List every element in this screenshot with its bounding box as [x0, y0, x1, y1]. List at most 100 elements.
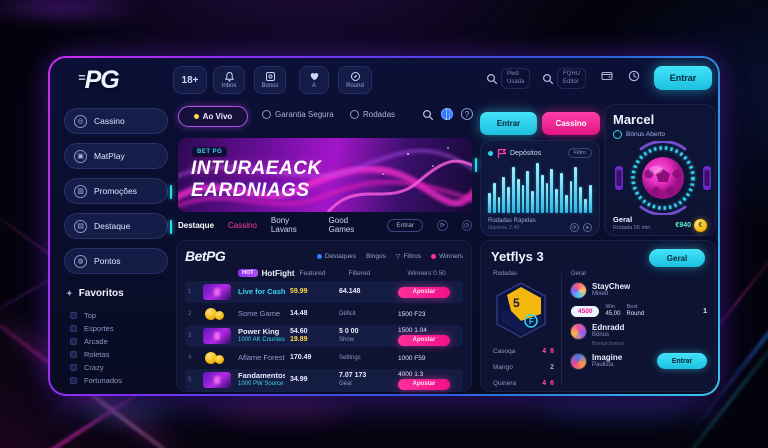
value-winners: 4000 1.3 — [398, 370, 424, 378]
favorites-item[interactable]: Crazy — [70, 363, 104, 372]
share-icon[interactable]: ➤ — [583, 223, 592, 232]
favorites-item[interactable]: Arcade — [70, 337, 108, 346]
favorites-item[interactable]: Top — [70, 311, 96, 320]
table-row[interactable]: 2 Some Game 14.48 Déficit 1500 F23 — [185, 303, 463, 325]
eq-bar — [488, 193, 491, 213]
app-window-inner: =PG 18+ Inbox Bonus A Round Pwd Usada FQH… — [50, 58, 718, 394]
leaderboard-entry[interactable]: Imagine Paulista Entrar — [571, 353, 707, 369]
leaderboard-entry[interactable]: StayChew Mixed — [571, 282, 707, 298]
game-icon — [70, 338, 77, 345]
eq-bar — [511, 167, 515, 213]
window-reflection — [48, 399, 720, 441]
value-winners: 1500 1.04 — [398, 326, 427, 334]
chart-filter-pill[interactable]: Filtro — [567, 148, 592, 158]
geral-button[interactable]: Geral — [649, 249, 705, 267]
chart-label: Depósitos — [510, 149, 542, 157]
game-subtitle: 1000 AK Countess — [238, 337, 285, 343]
eq-bar — [545, 183, 549, 213]
subnav-item-destaque[interactable]: Destaque — [178, 220, 215, 230]
subnav-enter-pill[interactable]: Entrar — [387, 218, 424, 232]
eq-bar — [564, 195, 568, 213]
eq-bar — [583, 199, 587, 213]
entrar-small-button[interactable]: Entrar — [657, 353, 707, 369]
filter-destaques[interactable]: Destaques — [316, 253, 356, 260]
value-filtered-b: Show — [339, 337, 355, 343]
subnav-item-bony[interactable]: Bony Lavans — [270, 216, 297, 234]
filter-bingos[interactable]: Bingos — [365, 252, 386, 260]
refresh-icon[interactable]: ⟳ — [437, 219, 448, 231]
value-winners: 1500 F23 — [398, 310, 426, 318]
refresh-icon[interactable]: ⟳ — [570, 223, 579, 232]
sidebar-item-destaque[interactable]: ▤ Destaque — [64, 213, 172, 239]
nav-button-rounds[interactable]: Round — [338, 66, 372, 94]
tab-rodadas[interactable]: Rodadas — [350, 110, 395, 119]
subnav-item-goodgames[interactable]: Good Games — [328, 216, 355, 234]
sidebar-item-cassino[interactable]: ◎ Cassino — [64, 108, 168, 134]
table-row[interactable]: 1 Live for Cash Power 59.99 64.148 Apost… — [185, 281, 463, 303]
search-field-2-text: FQHU Editor — [557, 68, 586, 89]
favorites-item[interactable]: Esportes — [70, 324, 114, 333]
tab-ao-vivo[interactable]: Ao Vivo — [178, 106, 248, 127]
avatar — [571, 353, 586, 369]
eq-bar — [550, 169, 554, 213]
nav-button-inbox[interactable]: Inbox — [213, 66, 245, 94]
score-pill[interactable]: 4500 — [571, 305, 600, 317]
subnav-item-cassino[interactable]: Cassino — [228, 220, 257, 230]
favorites-item[interactable]: Roletas — [70, 350, 109, 359]
clock-icon[interactable] — [628, 70, 640, 82]
nav-button-bonus[interactable]: Bonus — [254, 66, 286, 94]
table-row[interactable]: 5 Fandamentos Jogares 1000 PW Source 34.… — [185, 369, 463, 391]
promo-banner[interactable]: BET PG INTURAEACK EARDNIAGS — [178, 138, 472, 212]
table-title: BetPG — [185, 248, 226, 264]
sidebar-item-pontos[interactable]: ◍ Pontos — [64, 248, 168, 274]
value-filtered: Settings — [339, 355, 361, 361]
bet-button[interactable]: Apostar — [398, 378, 450, 390]
history-icon[interactable]: ◷ — [461, 219, 473, 231]
bet-button[interactable]: Apostar — [398, 334, 450, 346]
bet-button[interactable]: Apostar — [398, 286, 450, 298]
game-icon — [70, 325, 77, 332]
globe-icon[interactable] — [441, 108, 453, 120]
neon-wave-graphic — [178, 147, 472, 212]
eq-bar — [502, 177, 506, 213]
entrar-button[interactable]: Entrar — [480, 112, 537, 135]
table-row[interactable]: 4 Aflame Forest 170.49 Settings 1000 F59 — [185, 347, 463, 369]
avatar — [571, 323, 586, 339]
coin-icon: ◍ — [74, 254, 87, 268]
eq-bar — [507, 187, 510, 213]
cassino-button[interactable]: Cassino — [542, 112, 600, 135]
filter-filtros[interactable]: ▽ Filtros — [395, 252, 422, 260]
help-icon[interactable]: ? — [461, 108, 473, 120]
hexagon-badge: F 5 — [496, 282, 546, 338]
login-button[interactable]: Entrar — [654, 66, 712, 90]
table-header-row: HOT HotFight Featured Filtered Winners 0… — [185, 265, 463, 281]
search-field-1[interactable]: Pwd Usada — [486, 68, 531, 89]
tab-garantia[interactable]: Garantia Segura — [262, 110, 334, 119]
leaderboard-entry[interactable]: Ednradd Bônus — [571, 323, 707, 339]
compass-icon — [350, 72, 360, 81]
game-icon — [70, 377, 77, 384]
eq-bar — [559, 173, 563, 213]
window-reflection — [540, 402, 690, 418]
game-subtitle: 1000 PW Source — [238, 381, 284, 387]
eq-bar — [521, 185, 525, 213]
filter-winners[interactable]: Winners — [431, 253, 463, 260]
table-row[interactable]: 3 Power King 1000 AK Countess 54.60 19.8… — [185, 325, 463, 347]
accent-tick — [475, 158, 477, 172]
sidebar-item-matplay[interactable]: ▣ MatPlay — [64, 143, 168, 169]
sidebar-item-promocoes[interactable]: ▥ Promoções — [64, 178, 172, 204]
search-field-2[interactable]: FQHU Editor — [542, 68, 586, 89]
eq-bar — [540, 175, 544, 213]
wallet-icon[interactable] — [601, 70, 613, 82]
eq-bar — [579, 187, 582, 213]
search-icon[interactable] — [422, 109, 433, 120]
favorites-heading: ✦ Favoritos — [66, 288, 124, 299]
geral-label: Geral — [571, 271, 586, 277]
favorites-item[interactable]: Fortunados — [70, 376, 122, 385]
eq-bar — [574, 167, 578, 213]
game-thumbnail — [203, 328, 231, 344]
nav-button-favorites[interactable]: A — [299, 66, 329, 94]
game-icon — [70, 312, 77, 319]
leaderboard-title: Yetflys 3 — [491, 249, 544, 264]
avatar — [571, 282, 586, 298]
